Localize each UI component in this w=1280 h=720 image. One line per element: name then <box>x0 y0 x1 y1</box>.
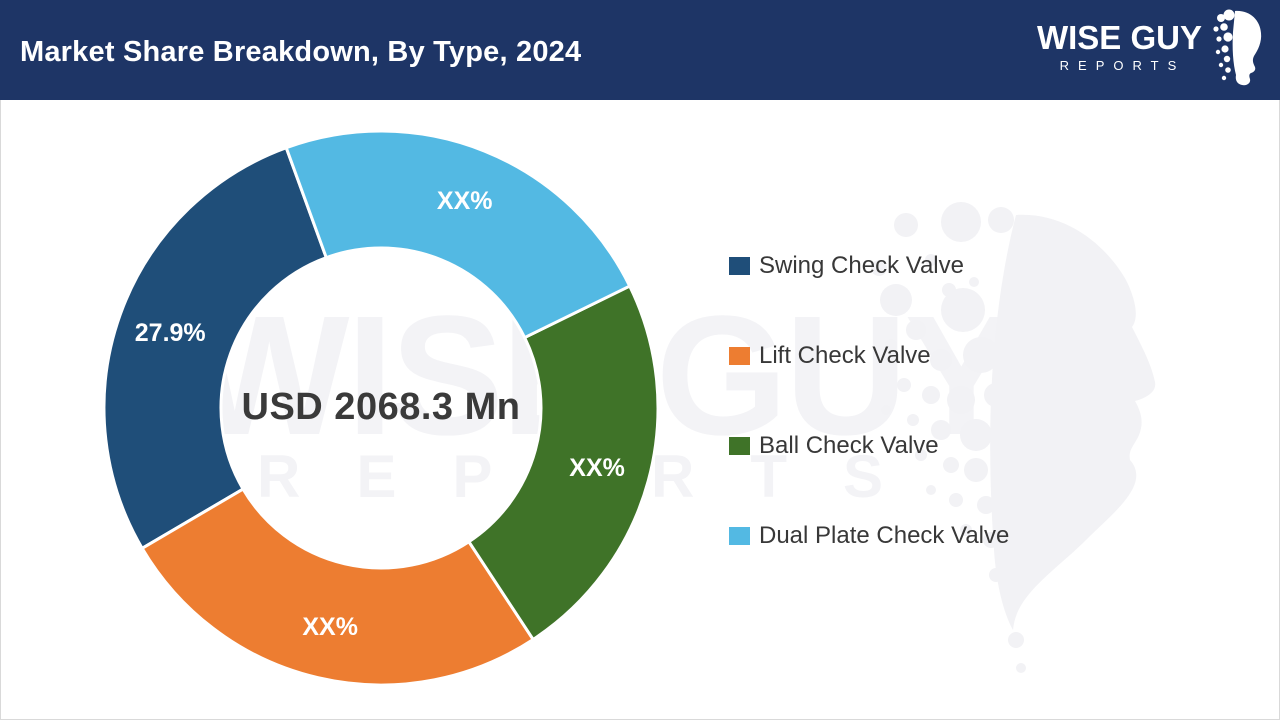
logo-subtitle: REPORTS <box>1059 58 1186 73</box>
chart-legend: Swing Check Valve Lift Check Valve Ball Ch… <box>729 252 1009 550</box>
donut-slice-lift-check-valve <box>140 487 535 687</box>
chart-center-value: USD 2068.3 Mn <box>241 386 521 428</box>
logo-face-icon <box>1213 9 1262 86</box>
legend-item-ball-check-valve: Ball Check Valve <box>729 432 1009 460</box>
slice-percent-label: 27.9% <box>135 319 206 347</box>
legend-label: Swing Check Valve <box>759 252 964 279</box>
donut-slice-dual-plate-check-valve <box>284 129 632 340</box>
legend-swatch <box>729 437 750 455</box>
wise-guy-reports-logo: WISE GUY REPORTS <box>1014 6 1264 94</box>
watermark-face-icon <box>871 202 1156 673</box>
slice-percent-label: XX% <box>437 187 493 215</box>
donut-chart: 27.9% XX% XX% XX% <box>102 129 660 687</box>
legend-label: Ball Check Valve <box>759 432 939 459</box>
legend-item-swing-check-valve: Swing Check Valve <box>729 252 1009 280</box>
legend-label: Dual Plate Check Valve <box>759 522 1010 549</box>
logo-wordmark: WISE GUY <box>1036 19 1202 56</box>
slice-percent-label: XX% <box>569 454 625 482</box>
donut-slice-ball-check-valve <box>467 284 660 641</box>
legend-item-dual-plate-check-valve: Dual Plate Check Valve <box>729 522 1009 550</box>
donut-slice-swing-check-valve <box>102 146 328 550</box>
header: Market Share Breakdown, By Type, 2024 WI… <box>0 0 1280 100</box>
page-title: Market Share Breakdown, By Type, 2024 <box>20 36 582 68</box>
legend-item-lift-check-valve: Lift Check Valve <box>729 342 1009 370</box>
legend-label: Lift Check Valve <box>759 342 931 369</box>
logo-text: WISE GUY REPORTS <box>1036 19 1202 74</box>
legend-swatch <box>729 527 750 545</box>
legend-swatch <box>729 257 750 275</box>
legend-swatch <box>729 347 750 365</box>
chart-canvas: WISE GUY REPORTS 27.9%XX%XX%XX% USD 2068 <box>0 100 1280 720</box>
slice-percent-label: XX% <box>302 613 358 641</box>
